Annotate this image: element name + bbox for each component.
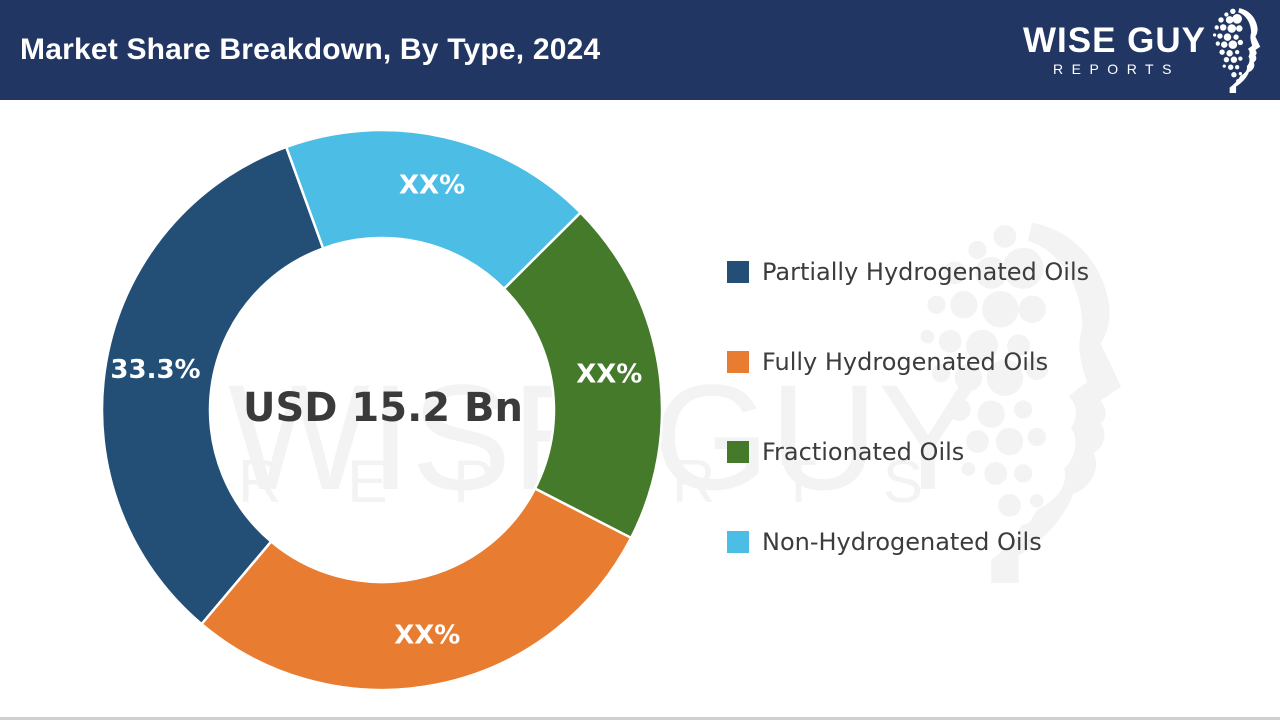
legend-swatch-icon [727,441,749,463]
donut-slice-1 [100,145,325,626]
legend-item: Fully Hydrogenated Oils [727,336,1089,388]
chart-center-value: USD 15.2 Bn [243,385,523,431]
brand-name: WISE GUY [1022,21,1206,60]
wise-guy-face-icon [1212,8,1261,93]
slice-percentage-label: 33.3% [110,355,200,385]
legend-item: Non-Hydrogenated Oils [727,516,1089,568]
slice-percentage-label: XX% [576,360,642,390]
donut-chart: 33.3% XX% XX% XX% [100,128,664,692]
donut-slice-4 [284,128,582,290]
brand-logo: WISE GUY REPORTS [1023,7,1262,93]
page-title: Market Share Breakdown, By Type, 2024 [20,33,601,66]
legend-item: Partially Hydrogenated Oils [727,246,1089,298]
legend-item-label: Non-Hydrogenated Oils [762,528,1042,556]
chart-legend: Partially Hydrogenated Oils Fully Hydroge… [727,246,1089,606]
header-bar: Market Share Breakdown, By Type, 2024 WI… [0,0,1280,100]
brand-logo-text: WISE GUY REPORTS [1023,23,1206,77]
slice-percentage-label: XX% [394,621,460,651]
legend-swatch-icon [727,351,749,373]
brand-subtitle: REPORTS [1053,61,1180,77]
legend-item-label: Fractionated Oils [762,438,965,466]
legend-swatch-icon [727,531,749,553]
legend-item: Fractionated Oils [727,426,1089,478]
donut-slice-3 [502,211,664,540]
slice-percentage-label: XX% [399,171,465,201]
donut-slice-2 [200,487,633,692]
legend-item-label: Partially Hydrogenated Oils [762,258,1090,286]
legend-item-label: Fully Hydrogenated Oils [762,348,1049,376]
legend-swatch-icon [727,261,749,283]
